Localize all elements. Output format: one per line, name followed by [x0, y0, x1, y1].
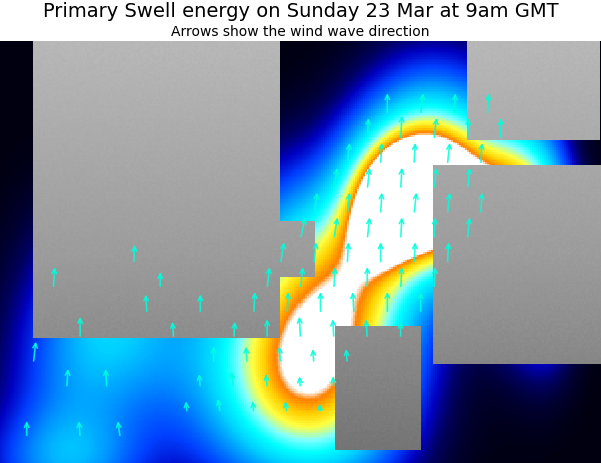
Text: Primary Swell energy on Sunday 23 Mar at 9am GMT: Primary Swell energy on Sunday 23 Mar at… [43, 2, 558, 21]
Text: Arrows show the wind wave direction: Arrows show the wind wave direction [171, 25, 430, 39]
